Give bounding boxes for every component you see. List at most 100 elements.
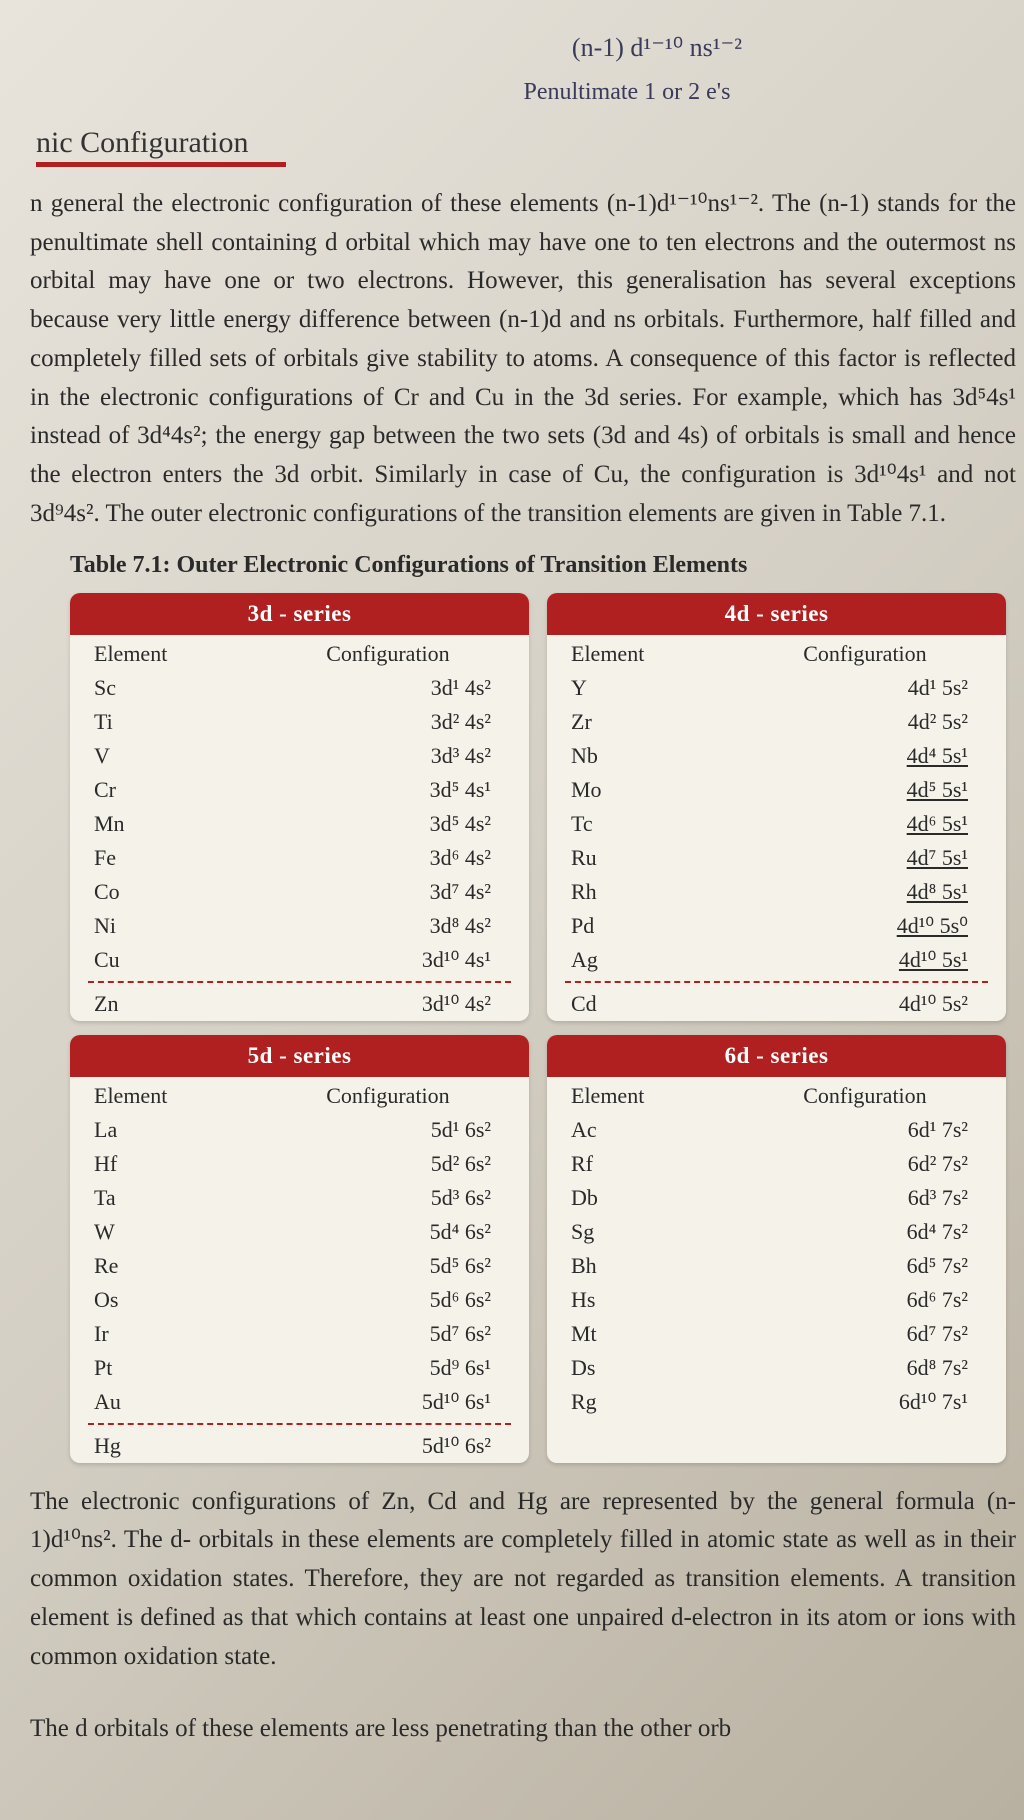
element-symbol: Sc [94,675,259,701]
series-header: 3d - series [70,593,529,635]
table-row: Hs6d⁶ 7s² [547,1283,1006,1317]
body-paragraph: n general the electronic configuration o… [30,185,1024,534]
col-config: Configuration [744,641,986,667]
element-symbol: Zr [571,709,736,735]
table-row: Mt6d⁷ 7s² [547,1317,1006,1351]
element-symbol: Ti [94,709,259,735]
section-title: nic Configuration [36,126,248,160]
table-row: Sg6d⁴ 7s² [547,1215,1006,1249]
element-config: 4d¹⁰ 5s² [736,991,986,1017]
element-symbol: Mo [571,777,736,803]
table-row: Ag4d¹⁰ 5s¹ [547,943,1006,977]
table-row: Ir5d⁷ 6s² [70,1317,529,1351]
element-symbol: Os [94,1287,259,1313]
table-row: Sc3d¹ 4s² [70,671,529,705]
element-config: 3d⁵ 4s² [259,811,509,837]
element-symbol: Mn [94,811,259,837]
table-row: Y4d¹ 5s² [547,671,1006,705]
element-symbol: V [94,743,259,769]
footer-tail: The d orbitals of these elements are les… [30,1690,1024,1749]
table-row: Ru4d⁷ 5s¹ [547,841,1006,875]
element-config: 6d⁵ 7s² [736,1253,986,1279]
element-symbol: Pt [94,1355,259,1381]
series-table: 4d - seriesElementConfigurationY4d¹ 5s²Z… [547,593,1006,1021]
table-row: Mo4d⁵ 5s¹ [547,773,1006,807]
element-config: 4d⁶ 5s¹ [736,811,986,837]
element-config: 5d⁹ 6s¹ [259,1355,509,1381]
element-config: 3d³ 4s² [259,743,509,769]
element-symbol: Au [94,1389,259,1415]
element-symbol: Rh [571,879,736,905]
table-row: Rg6d¹⁰ 7s¹ [547,1385,1006,1419]
table-row: Hf5d² 6s² [70,1147,529,1181]
table-row: La5d¹ 6s² [70,1113,529,1147]
table-row: Tc4d⁶ 5s¹ [547,807,1006,841]
table-row: Db6d³ 7s² [547,1181,1006,1215]
col-element: Element [571,1083,744,1109]
table-row: Rf6d² 7s² [547,1147,1006,1181]
element-symbol: W [94,1219,259,1245]
table-row: Ti3d² 4s² [70,705,529,739]
element-config: 5d¹ 6s² [259,1117,509,1143]
element-config: 5d² 6s² [259,1151,509,1177]
column-headers: ElementConfiguration [70,635,529,671]
tables-grid: 3d - seriesElementConfigurationSc3d¹ 4s²… [30,593,1024,1463]
table-row: Fe3d⁶ 4s² [70,841,529,875]
series-table: 3d - seriesElementConfigurationSc3d¹ 4s²… [70,593,529,1021]
element-config: 4d¹ 5s² [736,675,986,701]
element-symbol: Rg [571,1389,736,1415]
element-symbol: Mt [571,1321,736,1347]
element-config: 3d¹⁰ 4s² [259,991,509,1017]
element-config: 6d² 7s² [736,1151,986,1177]
element-config: 6d¹⁰ 7s¹ [736,1389,986,1415]
footer-paragraph: The electronic configurations of Zn, Cd … [30,1463,1024,1677]
handwritten-formula-line2: Penultimate 1 or 2 e's [230,76,1024,110]
element-config: 4d⁵ 5s¹ [736,777,986,803]
element-symbol: Db [571,1185,736,1211]
handwritten-formula-line1: (n-1) d¹⁻¹⁰ ns¹⁻² [290,30,1024,66]
series-header: 4d - series [547,593,1006,635]
element-config: 3d⁶ 4s² [259,845,509,871]
col-element: Element [94,641,267,667]
table-row: Os5d⁶ 6s² [70,1283,529,1317]
table-row: Cd4d¹⁰ 5s² [547,987,1006,1021]
element-symbol: Ni [94,913,259,939]
table-row: Mn3d⁵ 4s² [70,807,529,841]
element-config: 6d⁷ 7s² [736,1321,986,1347]
table-row: Re5d⁵ 6s² [70,1249,529,1283]
table-row: Cu3d¹⁰ 4s¹ [70,943,529,977]
element-symbol: Ds [571,1355,736,1381]
table-row: Co3d⁷ 4s² [70,875,529,909]
element-symbol: Y [571,675,736,701]
element-config: 6d⁶ 7s² [736,1287,986,1313]
element-config: 4d¹⁰ 5s⁰ [736,913,986,939]
element-config: 6d⁸ 7s² [736,1355,986,1381]
element-config: 5d⁴ 6s² [259,1219,509,1245]
table-row: Pt5d⁹ 6s¹ [70,1351,529,1385]
column-headers: ElementConfiguration [547,635,1006,671]
element-symbol: Ag [571,947,736,973]
series-divider [88,1423,511,1425]
element-config: 5d⁵ 6s² [259,1253,509,1279]
element-config: 5d⁶ 6s² [259,1287,509,1313]
table-row: W5d⁴ 6s² [70,1215,529,1249]
element-symbol: Ru [571,845,736,871]
element-config: 5d³ 6s² [259,1185,509,1211]
table-row: Ac6d¹ 7s² [547,1113,1006,1147]
table-caption: Table 7.1: Outer Electronic Configuratio… [70,552,1024,579]
element-config: 6d¹ 7s² [736,1117,986,1143]
table-row: Bh6d⁵ 7s² [547,1249,1006,1283]
element-config: 4d⁷ 5s¹ [736,845,986,871]
element-config: 4d⁴ 5s¹ [736,743,986,769]
element-config: 5d⁷ 6s² [259,1321,509,1347]
table-row: Nb4d⁴ 5s¹ [547,739,1006,773]
element-config: 3d² 4s² [259,709,509,735]
table-row: Zr4d² 5s² [547,705,1006,739]
element-config: 3d⁸ 4s² [259,913,509,939]
element-symbol: Tc [571,811,736,837]
table-row: Ds6d⁸ 7s² [547,1351,1006,1385]
element-config: 5d¹⁰ 6s² [259,1433,509,1459]
element-symbol: Fe [94,845,259,871]
series-divider [88,981,511,983]
series-header: 5d - series [70,1035,529,1077]
